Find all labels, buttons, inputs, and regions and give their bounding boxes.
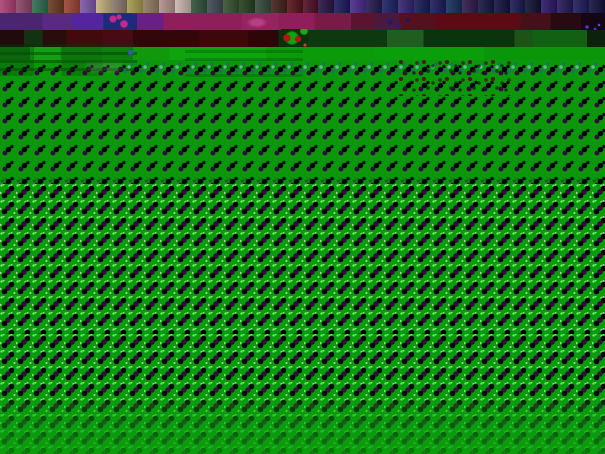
- glitch-block: [270, 0, 287, 13]
- glitch-block: [413, 0, 430, 13]
- glitch-block: [191, 0, 207, 13]
- glitch-block: [31, 0, 48, 13]
- glitch-block: [477, 0, 494, 13]
- glitch-block: [286, 0, 303, 13]
- glitch-block: [461, 0, 478, 13]
- glitch-band-violet: [0, 13, 605, 30]
- glitch-seam: [0, 177, 605, 186]
- glitch-block: [366, 0, 383, 13]
- glitch-smudge: [86, 63, 122, 72]
- glitch-field-upper: [0, 60, 605, 184]
- glitch-block: [525, 0, 542, 13]
- glitch-blob-pink: [246, 17, 268, 28]
- glitch-block: [445, 0, 462, 13]
- glitch-block: [557, 0, 574, 13]
- glitch-block: [111, 0, 128, 13]
- glitch-block: [429, 0, 446, 13]
- glitch-block: [238, 0, 255, 13]
- glitch-specks-blue: [583, 23, 603, 32]
- glitch-block: [95, 0, 112, 13]
- glitch-band-green: [0, 47, 605, 60]
- glitch-block: [79, 0, 96, 13]
- glitch-block: [15, 0, 32, 13]
- glitch-block: [509, 0, 526, 13]
- glitch-block: [382, 0, 399, 13]
- glitch-dot-blue: [128, 50, 133, 55]
- glitch-block: [334, 0, 351, 13]
- glitch-block: [398, 0, 414, 13]
- glitch-block: [127, 0, 144, 13]
- glitch-blob-bluepink: [104, 14, 137, 30]
- glitch-block: [206, 0, 223, 13]
- glitch-block: [350, 0, 367, 13]
- glitch-block: [175, 0, 192, 13]
- glitch-block: [254, 0, 271, 13]
- glitch-block: [573, 0, 590, 13]
- glitch-noise-cluster: [398, 60, 514, 96]
- glitch-block: [159, 0, 176, 13]
- glitch-block: [47, 0, 64, 13]
- glitch-mosaic-row: [0, 0, 605, 13]
- corrupted-icon: [281, 29, 308, 48]
- glitch-block: [143, 0, 160, 13]
- glitch-blob-indigo: [382, 16, 418, 29]
- glitch-block: [222, 0, 239, 13]
- glitch-block: [589, 0, 605, 13]
- glitch-marks-blue-row: [120, 59, 605, 78]
- glitch-block: [63, 0, 80, 13]
- glitch-block: [318, 0, 335, 13]
- glitch-field-middle: [0, 184, 605, 334]
- glitch-block: [0, 0, 16, 13]
- glitch-field-lower: [0, 334, 605, 454]
- glitch-block: [541, 0, 558, 13]
- glitch-streaks-left: [0, 44, 137, 76]
- glitch-block: [302, 0, 319, 13]
- glitch-block: [493, 0, 510, 13]
